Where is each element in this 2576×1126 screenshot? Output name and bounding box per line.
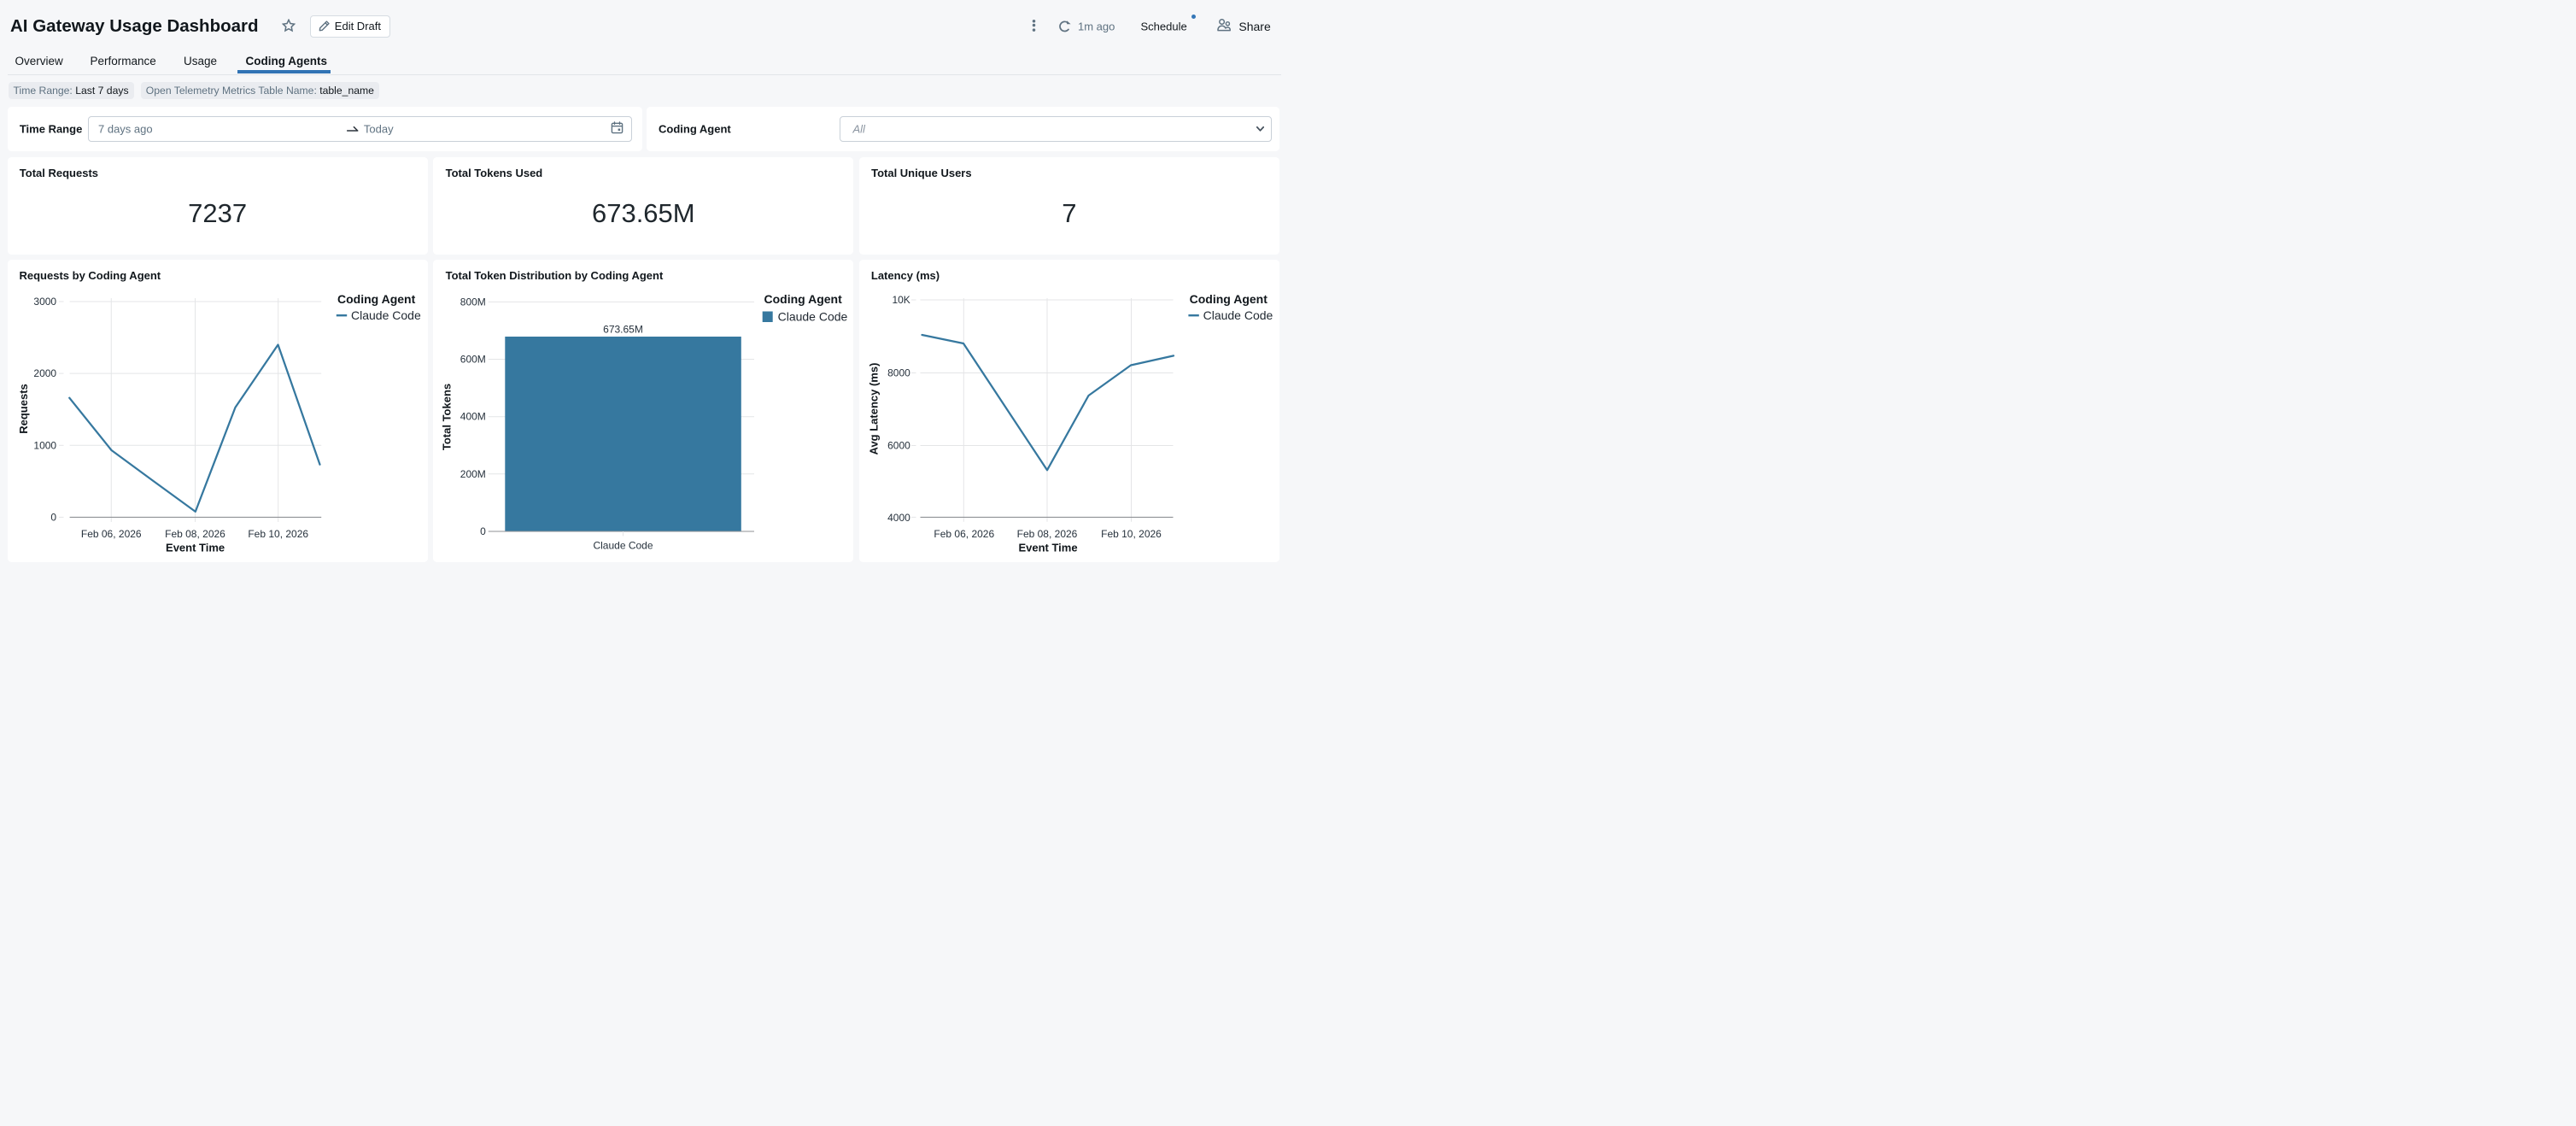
- svg-text:Requests: Requests: [17, 384, 30, 434]
- svg-text:Event Time: Event Time: [1018, 542, 1077, 554]
- svg-text:0: 0: [50, 511, 56, 523]
- svg-text:Feb 10, 2026: Feb 10, 2026: [1101, 528, 1162, 540]
- svg-text:Avg Latency (ms): Avg Latency (ms): [868, 363, 881, 455]
- svg-text:Event Time: Event Time: [166, 542, 225, 554]
- svg-text:8000: 8000: [887, 367, 910, 379]
- svg-text:Claude Code: Claude Code: [351, 308, 421, 322]
- svg-text:4000: 4000: [887, 512, 910, 524]
- svg-text:Claude Code: Claude Code: [1203, 308, 1273, 322]
- svg-text:10K: 10K: [892, 294, 910, 306]
- svg-text:400M: 400M: [460, 411, 486, 423]
- svg-text:673.65M: 673.65M: [603, 324, 643, 336]
- svg-text:0: 0: [480, 525, 486, 537]
- svg-text:Feb 06, 2026: Feb 06, 2026: [81, 528, 142, 540]
- svg-text:2000: 2000: [33, 367, 56, 379]
- svg-text:Total Tokens: Total Tokens: [441, 384, 454, 450]
- svg-text:3000: 3000: [33, 296, 56, 308]
- svg-text:1000: 1000: [33, 439, 56, 451]
- svg-text:200M: 200M: [460, 468, 486, 480]
- svg-text:Feb 08, 2026: Feb 08, 2026: [165, 528, 225, 540]
- svg-text:800M: 800M: [460, 296, 486, 308]
- svg-text:Coding Agent: Coding Agent: [1190, 292, 1268, 306]
- svg-text:Claude Code: Claude Code: [778, 310, 848, 324]
- svg-text:6000: 6000: [887, 440, 910, 452]
- svg-text:600M: 600M: [460, 354, 486, 366]
- svg-text:Feb 06, 2026: Feb 06, 2026: [934, 528, 994, 540]
- svg-text:Claude Code: Claude Code: [593, 540, 653, 552]
- svg-text:Coding Agent: Coding Agent: [337, 292, 416, 306]
- svg-text:Feb 08, 2026: Feb 08, 2026: [1017, 528, 1078, 540]
- svg-text:Feb 10, 2026: Feb 10, 2026: [248, 528, 308, 540]
- svg-text:Coding Agent: Coding Agent: [764, 292, 843, 306]
